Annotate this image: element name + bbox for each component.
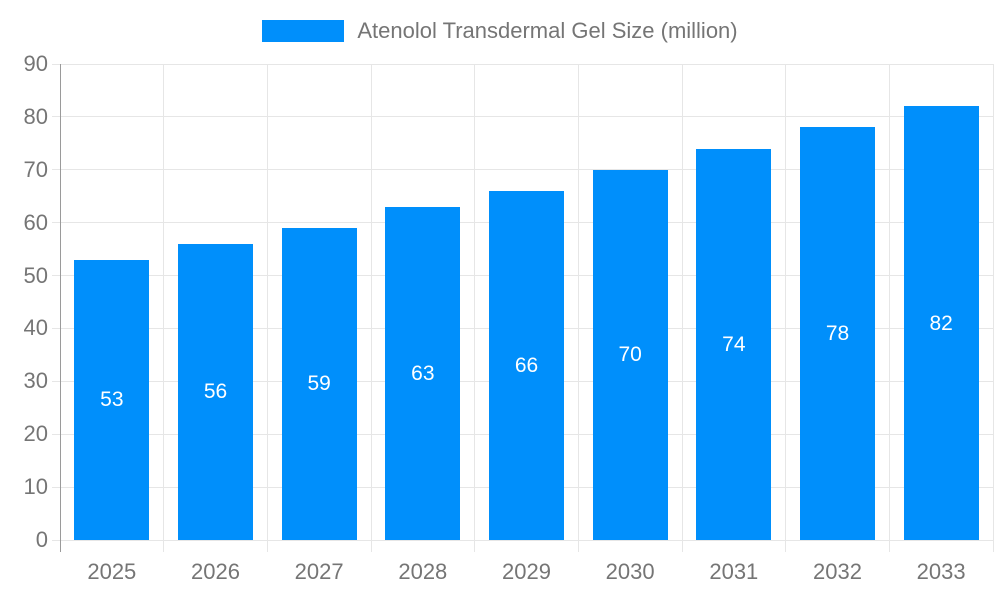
legend-series-label: Atenolol Transdermal Gel Size (million) [357, 18, 738, 43]
y-axis-line [60, 64, 61, 552]
h-gridline [60, 63, 993, 65]
bar-value-label: 74 [722, 332, 746, 356]
v-gridline [577, 64, 579, 552]
y-tick-label: 0 [35, 527, 48, 552]
y-axis-tick [52, 63, 60, 65]
v-gridline [992, 64, 994, 552]
v-gridline [785, 64, 787, 552]
y-axis-tick [52, 433, 60, 435]
x-tick-label: 2026 [191, 559, 240, 584]
v-gridline [474, 64, 476, 552]
bar-value-label: 53 [100, 388, 124, 412]
x-tick-label: 2030 [605, 559, 655, 584]
y-tick-label: 80 [23, 103, 48, 129]
bar-2032: 78 [800, 127, 875, 540]
v-gridline [266, 64, 268, 552]
x-tick-label: 2031 [709, 559, 759, 584]
bar-value-label: 78 [825, 322, 850, 346]
h-gridline [60, 539, 993, 541]
y-axis-tick [52, 116, 60, 118]
bar-value-label: 59 [307, 372, 331, 396]
y-axis-tick [52, 169, 60, 171]
bar-2026: 56 [178, 243, 253, 540]
y-tick-label: 40 [23, 315, 48, 341]
bar-2030: 70 [592, 169, 668, 540]
y-tick-label: 60 [23, 209, 48, 235]
chart-legend: Atenolol Transdermal Gel Size (million) [0, 18, 1000, 44]
bar-2025: 53 [74, 259, 150, 540]
bar-value-label: 82 [929, 311, 953, 335]
legend-swatch-icon [262, 20, 345, 42]
y-axis-tick [52, 222, 60, 224]
plot-area: 53 56 59 63 66 70 74 78 82 [60, 63, 994, 552]
h-gridline [60, 116, 993, 118]
bar-2031: 74 [696, 148, 772, 540]
x-tick-label: 2025 [87, 559, 137, 584]
v-gridline [370, 64, 372, 552]
h-gridline [60, 169, 993, 171]
y-tick-label: 70 [23, 156, 48, 182]
y-axis-tick [52, 539, 60, 541]
x-tick-label: 2028 [398, 559, 448, 584]
y-tick-label: 10 [23, 474, 48, 500]
x-tick-label: 2033 [916, 559, 966, 584]
bar-2028: 63 [385, 206, 461, 540]
bar-value-label: 56 [203, 380, 228, 404]
bar-value-label: 63 [411, 361, 435, 385]
v-gridline [163, 64, 165, 552]
y-axis-tick [52, 380, 60, 382]
y-axis-tick [52, 327, 60, 329]
bar-value-label: 70 [618, 343, 642, 367]
bar-2029: 66 [489, 190, 564, 540]
y-axis-tick [52, 486, 60, 488]
y-tick-label: 30 [23, 368, 48, 394]
x-tick-label: 2029 [502, 559, 551, 584]
bar-2027: 59 [281, 227, 357, 540]
y-tick-label: 20 [23, 421, 48, 447]
bar-2033: 82 [903, 106, 979, 540]
y-tick-label: 90 [23, 51, 48, 76]
y-axis-tick [52, 275, 60, 277]
v-gridline [681, 64, 683, 552]
bar-value-label: 66 [514, 353, 539, 377]
v-gridline [888, 64, 890, 552]
y-tick-label: 50 [23, 262, 48, 288]
x-tick-label: 2032 [813, 559, 862, 584]
x-tick-label: 2027 [294, 559, 344, 584]
